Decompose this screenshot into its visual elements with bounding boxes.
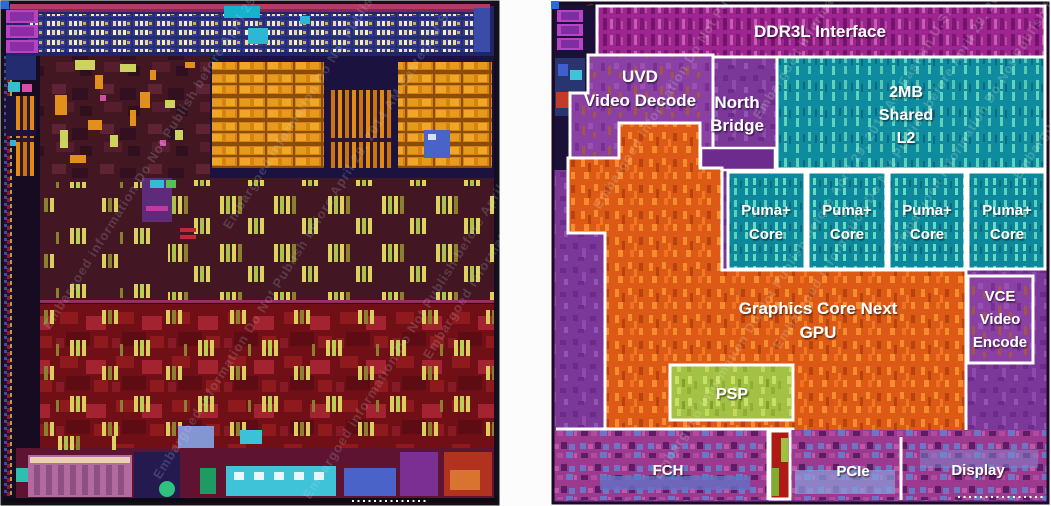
puma-core-4-label: Puma+ Core bbox=[982, 202, 1032, 243]
puma-core-4-region bbox=[966, 170, 1047, 271]
l2-label-line3: L2 bbox=[897, 130, 916, 147]
uvd-label-line1: UVD bbox=[622, 67, 658, 86]
gcn-label-line1: Graphics Core Next bbox=[739, 299, 898, 318]
ddr3l-label: DDR3L Interface bbox=[754, 22, 886, 41]
l2-cache-region bbox=[775, 55, 1047, 171]
pcie-label: PCIe bbox=[836, 463, 869, 480]
l2-label-line1: 2MB bbox=[889, 84, 923, 101]
vce-label-line1: VCE bbox=[985, 288, 1016, 305]
vce-label-line2: Video bbox=[980, 311, 1021, 328]
psp-region bbox=[668, 363, 795, 422]
svg-text:Core: Core bbox=[830, 226, 864, 243]
corner-artifact bbox=[1, 1, 9, 9]
puma-core-2-region bbox=[806, 170, 888, 271]
corner-artifact bbox=[551, 1, 559, 9]
north-bridge-label-line2: Bridge bbox=[710, 116, 764, 135]
puma-core-1-label: Puma+ Core bbox=[741, 202, 791, 243]
l2-label-line2: Shared bbox=[879, 107, 933, 124]
svg-text:Puma+: Puma+ bbox=[741, 202, 791, 219]
gcn-label-line2: GPU bbox=[800, 323, 837, 342]
die-photo-panel: Embargoed information Do Not Publish bef… bbox=[0, 0, 500, 506]
display-label: Display bbox=[951, 462, 1005, 479]
die-photo-mosaic bbox=[0, 0, 500, 506]
puma-core-3-region bbox=[887, 170, 967, 271]
uvd-label-line2: Video Decode bbox=[584, 91, 696, 110]
floorplan-regions bbox=[551, 1, 1050, 505]
puma-core-1-region bbox=[726, 170, 807, 271]
svg-text:Core: Core bbox=[749, 226, 783, 243]
puma-core-3-label: Puma+ Core bbox=[902, 202, 952, 243]
puma-core-2-label: Puma+ Core bbox=[822, 202, 872, 243]
svg-text:Puma+: Puma+ bbox=[902, 202, 952, 219]
vce-label-line3: Encode bbox=[973, 334, 1027, 351]
svg-text:Puma+: Puma+ bbox=[982, 202, 1032, 219]
svg-text:Puma+: Puma+ bbox=[822, 202, 872, 219]
psp-label: PSP bbox=[716, 386, 748, 403]
fch-label: FCH bbox=[653, 462, 684, 479]
svg-text:Core: Core bbox=[990, 226, 1024, 243]
floorplan-panel: DDR3L Interface UVD Video Decode North B… bbox=[551, 0, 1051, 505]
north-bridge-label-line1: North bbox=[714, 93, 759, 112]
vce-region bbox=[966, 274, 1035, 365]
svg-text:Core: Core bbox=[910, 226, 944, 243]
